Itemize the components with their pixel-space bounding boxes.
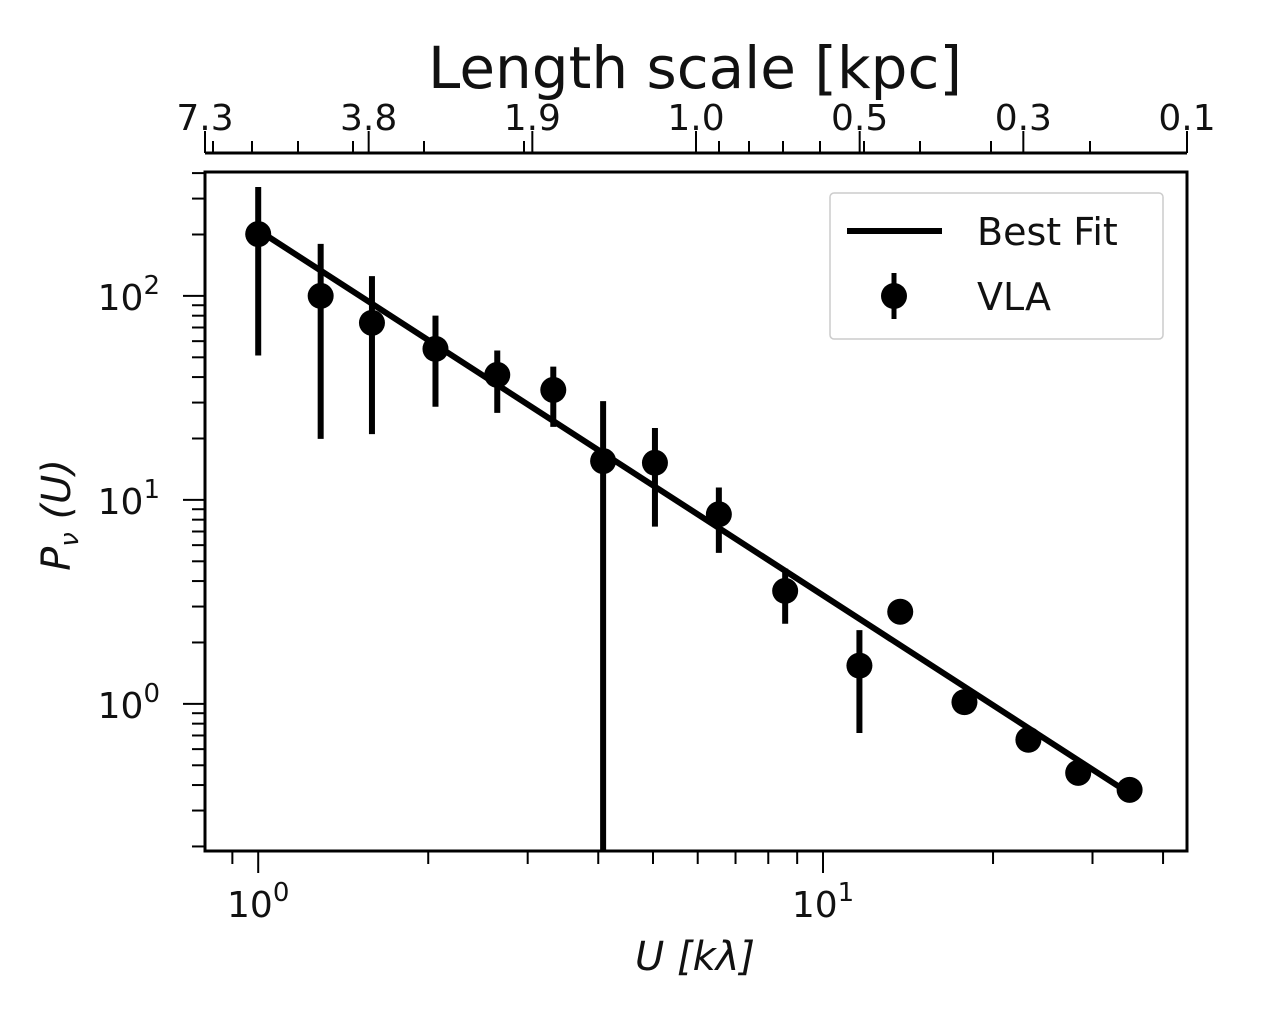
top-tick-label: 7.3 (176, 98, 233, 139)
data-point (772, 568, 799, 624)
data-point (590, 401, 617, 851)
data-point (358, 276, 385, 435)
legend-marker (881, 283, 907, 309)
y-tick-label: 102 (98, 271, 160, 319)
data-marker (1015, 726, 1042, 753)
data-point (951, 689, 978, 716)
top-tick-label: 0.3 (995, 98, 1052, 139)
data-marker (307, 282, 334, 309)
data-marker (951, 689, 978, 716)
data-point (705, 487, 732, 553)
top-tick-label: 0.5 (831, 98, 888, 139)
y-label-main: P (34, 546, 80, 571)
data-point (307, 243, 334, 439)
top-tick-label: 1.9 (504, 98, 561, 139)
x-tick-label: 101 (792, 878, 854, 926)
legend: Best Fit VLA (829, 192, 1164, 340)
data-point (1065, 759, 1092, 786)
data-marker (705, 501, 732, 528)
data-point (540, 366, 567, 427)
svg-text:Pν (U): Pν (U) (34, 459, 85, 571)
top-tick-label: 3.8 (340, 98, 397, 139)
data-marker (887, 598, 914, 625)
x-tick-label: 100 (227, 878, 289, 926)
data-marker (1116, 776, 1143, 803)
data-point (484, 350, 511, 413)
y-label-sub: ν (55, 532, 85, 547)
data-marker (846, 652, 873, 679)
data-marker (772, 577, 799, 604)
top-tick-label: 1.0 (667, 98, 724, 139)
data-point (887, 598, 914, 625)
legend-label-vla: VLA (977, 275, 1051, 319)
data-marker (484, 361, 511, 388)
data-marker (590, 448, 617, 475)
data-point (1015, 726, 1042, 753)
data-point (641, 428, 668, 527)
data-marker (245, 221, 272, 248)
top-axis-title: Length scale [kpc] (428, 34, 962, 102)
y-axis-label: Pν (U) (34, 459, 85, 571)
data-points-layer (245, 186, 1143, 851)
best-fit-layer (261, 230, 1132, 797)
y-tick-label: 100 (98, 679, 160, 727)
data-point (1116, 776, 1143, 803)
data-marker (1065, 759, 1092, 786)
data-marker (641, 449, 668, 476)
plot-frame (203, 170, 1189, 853)
y-label-rest: (U) (34, 459, 80, 532)
data-marker (540, 376, 567, 403)
y-tick-label: 101 (98, 475, 160, 523)
legend-label-best-fit: Best Fit (977, 210, 1118, 254)
best-fit-line (261, 230, 1132, 797)
x-axis-label: U [kλ] (635, 934, 755, 980)
data-point (245, 186, 272, 356)
top-axis: 7.3 3.8 1.9 1.0 0.5 0.3 0.1 (176, 98, 1216, 155)
data-marker (422, 335, 449, 362)
data-point (422, 315, 449, 407)
top-tick-label: 0.1 (1158, 98, 1215, 139)
axes: 100 101 100 101 102 (98, 172, 1165, 926)
data-marker (358, 309, 385, 336)
data-point (846, 630, 873, 733)
